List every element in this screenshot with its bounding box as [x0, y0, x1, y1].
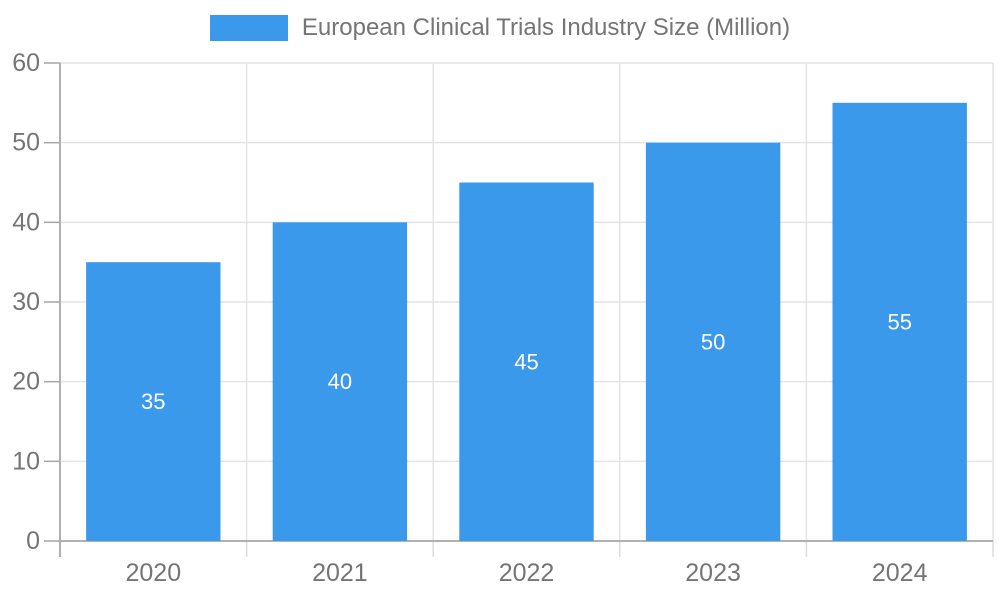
x-tick-label: 2023 — [685, 559, 741, 587]
bar-2022[interactable] — [459, 182, 594, 542]
y-tick-label: 40 — [12, 208, 40, 236]
y-tick-label: 50 — [12, 129, 40, 157]
bar-2023[interactable] — [645, 142, 781, 541]
y-tick-label: 30 — [12, 288, 40, 316]
bar-value-label: 50 — [701, 329, 725, 354]
y-tick-label: 10 — [12, 447, 40, 475]
y-tick-label: 0 — [26, 527, 40, 555]
x-tick-label: 2022 — [499, 559, 555, 587]
x-tick-label: 2021 — [312, 559, 368, 587]
x-tick-label: 2020 — [125, 559, 181, 587]
bar-2020[interactable] — [86, 262, 221, 541]
legend-color-swatch — [209, 15, 288, 41]
bar-value-label: 40 — [328, 369, 352, 394]
y-tick-label: 20 — [12, 368, 40, 396]
chart-legend[interactable]: European Clinical Trials Industry Size (… — [0, 14, 1000, 42]
bar-value-label: 45 — [514, 349, 538, 374]
y-tick-label: 60 — [12, 49, 40, 77]
bar-value-label: 55 — [887, 309, 911, 334]
x-tick-label: 2024 — [872, 559, 928, 587]
bar-2021[interactable] — [272, 222, 408, 542]
legend-label: European Clinical Trials Industry Size (… — [301, 14, 791, 41]
bar-2024[interactable] — [832, 102, 967, 542]
bar-value-label: 35 — [141, 389, 165, 414]
